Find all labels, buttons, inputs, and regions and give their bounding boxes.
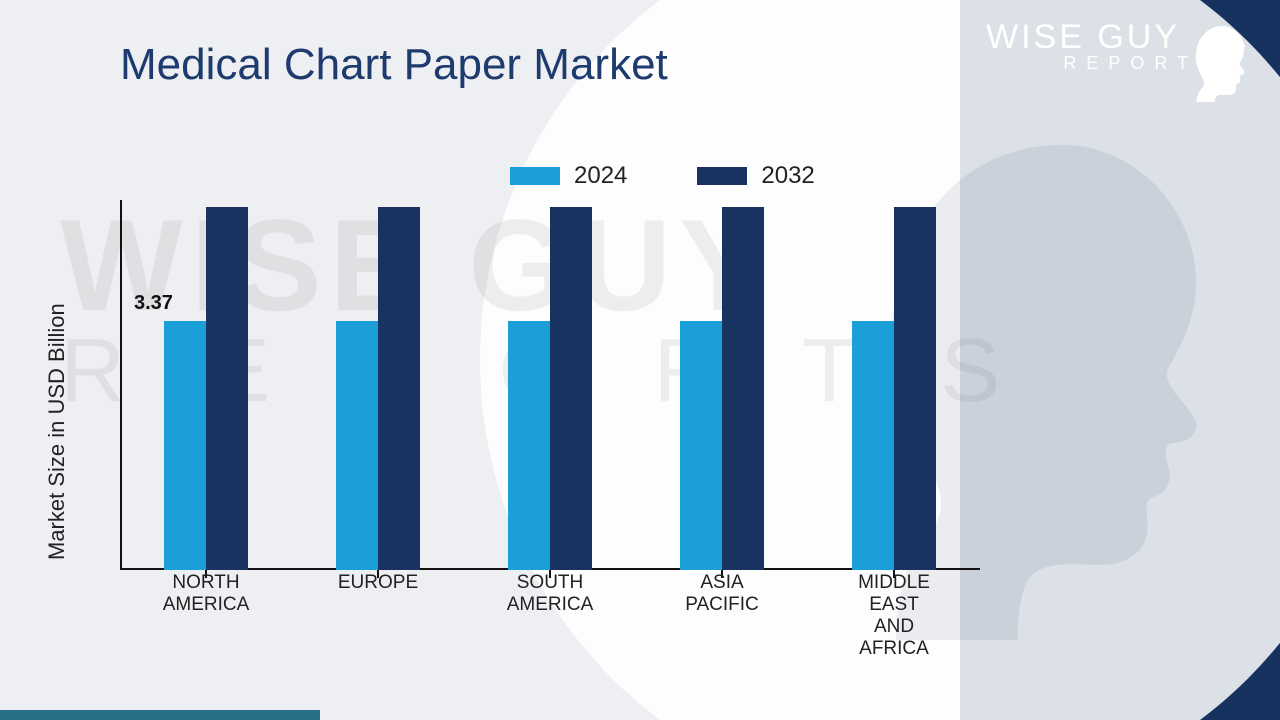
bar-pair <box>680 207 764 570</box>
bar <box>378 207 420 570</box>
bar <box>206 207 248 570</box>
bar-pair <box>852 207 936 570</box>
chart-plot-area: 3.37 <box>120 200 980 570</box>
bar-group <box>464 200 636 570</box>
bar <box>508 321 550 570</box>
bar <box>550 207 592 570</box>
bar <box>336 321 378 570</box>
legend-item: 2032 <box>697 162 814 190</box>
x-label: MIDDLEEASTANDAFRICA <box>808 572 980 659</box>
x-label: SOUTHAMERICA <box>464 572 636 659</box>
bar-group <box>808 200 980 570</box>
bar-pair <box>508 207 592 570</box>
legend-swatch-icon <box>697 167 747 185</box>
bar-group <box>636 200 808 570</box>
bottom-accent-bar <box>0 710 320 720</box>
bar-group <box>120 200 292 570</box>
brand-logo: WISE GUY REPORTS <box>986 18 1256 74</box>
legend-item: 2024 <box>510 162 627 190</box>
logo-head-icon <box>1186 24 1250 102</box>
x-label: ASIAPACIFIC <box>636 572 808 659</box>
legend-label: 2024 <box>574 162 627 190</box>
bar-group <box>292 200 464 570</box>
chart-legend: 2024 2032 <box>510 162 815 190</box>
bar-groups <box>120 200 980 570</box>
bar <box>722 207 764 570</box>
x-label: NORTHAMERICA <box>120 572 292 659</box>
chart-infographic: WISE GUY REPORTS WISE GUY R E P O R T S … <box>0 0 1280 720</box>
bar-pair <box>164 207 248 570</box>
y-axis-label: Market Size in USD Billion <box>44 303 70 560</box>
bar <box>164 321 206 570</box>
bar-pair <box>336 207 420 570</box>
bar <box>894 207 936 570</box>
bar <box>852 321 894 570</box>
legend-label: 2032 <box>761 162 814 190</box>
x-axis-labels: NORTHAMERICAEUROPESOUTHAMERICAASIAPACIFI… <box>120 572 980 659</box>
x-label: EUROPE <box>292 572 464 659</box>
bar <box>680 321 722 570</box>
chart-title: Medical Chart Paper Market <box>120 40 668 90</box>
value-label: 3.37 <box>134 292 173 315</box>
legend-swatch-icon <box>510 167 560 185</box>
